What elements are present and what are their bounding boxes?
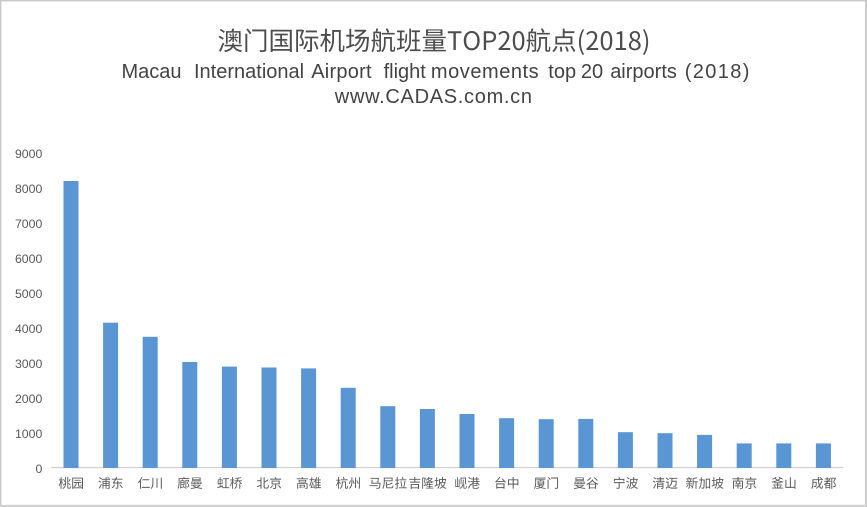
svg-text:flight: flight xyxy=(384,61,427,83)
svg-text:20: 20 xyxy=(581,61,603,83)
svg-text:2000: 2000 xyxy=(15,392,43,406)
svg-text:movements: movements xyxy=(431,61,539,83)
svg-text:1000: 1000 xyxy=(15,427,43,441)
svg-text:6000: 6000 xyxy=(15,252,43,266)
svg-text:4000: 4000 xyxy=(15,322,43,336)
svg-text:Macau: Macau xyxy=(122,61,182,83)
svg-text:(2018): (2018) xyxy=(685,61,751,83)
svg-text:3000: 3000 xyxy=(15,357,43,371)
svg-text:0: 0 xyxy=(35,462,42,476)
svg-text:Airport: Airport xyxy=(311,61,372,83)
svg-text:airports: airports xyxy=(610,61,677,83)
svg-text:top: top xyxy=(548,61,576,83)
svg-text:www.CADAS.com.cn: www.CADAS.com.cn xyxy=(334,86,533,108)
svg-text:8000: 8000 xyxy=(15,182,43,196)
svg-text:International: International xyxy=(194,61,304,83)
svg-text:5000: 5000 xyxy=(15,287,43,301)
svg-text:7000: 7000 xyxy=(15,217,43,231)
svg-text:9000: 9000 xyxy=(15,147,43,161)
